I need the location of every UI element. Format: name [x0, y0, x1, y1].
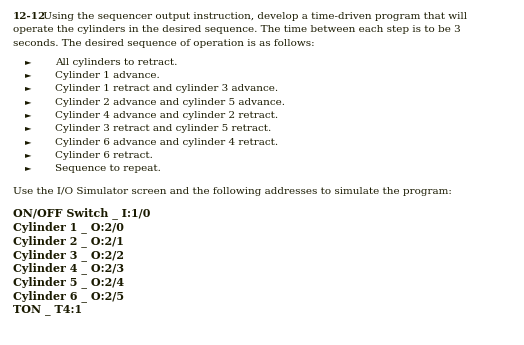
Text: Cylinder 1 advance.: Cylinder 1 advance.: [55, 71, 160, 80]
Text: Cylinder 3 _ O:2/2: Cylinder 3 _ O:2/2: [13, 249, 124, 260]
Text: Cylinder 6 _ O:2/5: Cylinder 6 _ O:2/5: [13, 290, 124, 302]
Text: ►: ►: [25, 124, 31, 132]
Text: ►: ►: [25, 98, 31, 106]
Text: ►: ►: [25, 58, 31, 66]
Text: All cylinders to retract.: All cylinders to retract.: [55, 58, 178, 67]
Text: ►: ►: [25, 164, 31, 172]
Text: Cylinder 5 _ O:2/4: Cylinder 5 _ O:2/4: [13, 276, 124, 288]
Text: Cylinder 3 retract and cylinder 5 retract.: Cylinder 3 retract and cylinder 5 retrac…: [55, 124, 271, 133]
Text: Use the I/O Simulator screen and the following addresses to simulate the program: Use the I/O Simulator screen and the fol…: [13, 187, 452, 196]
Text: ►: ►: [25, 71, 31, 79]
Text: Cylinder 6 advance and cylinder 4 retract.: Cylinder 6 advance and cylinder 4 retrac…: [55, 138, 278, 147]
Text: Cylinder 4 _ O:2/3: Cylinder 4 _ O:2/3: [13, 263, 124, 274]
Text: Cylinder 2 advance and cylinder 5 advance.: Cylinder 2 advance and cylinder 5 advanc…: [55, 98, 285, 107]
Text: TON _ T4:1: TON _ T4:1: [13, 304, 82, 315]
Text: Cylinder 6 retract.: Cylinder 6 retract.: [55, 151, 153, 160]
Text: ON/OFF Switch _ I:1/0: ON/OFF Switch _ I:1/0: [13, 207, 150, 219]
Text: ►: ►: [25, 151, 31, 159]
Text: 12-12: 12-12: [13, 12, 46, 21]
Text: ►: ►: [25, 138, 31, 146]
Text: Cylinder 2 _ O:2/1: Cylinder 2 _ O:2/1: [13, 235, 124, 247]
Text: Cylinder 1 retract and cylinder 3 advance.: Cylinder 1 retract and cylinder 3 advanc…: [55, 85, 278, 93]
Text: Using the sequencer output instruction, develop a time-driven program that will: Using the sequencer output instruction, …: [40, 12, 467, 21]
Text: operate the cylinders in the desired sequence. The time between each step is to : operate the cylinders in the desired seq…: [13, 26, 461, 34]
Text: Cylinder 1 _ O:2/0: Cylinder 1 _ O:2/0: [13, 221, 124, 233]
Text: Sequence to repeat.: Sequence to repeat.: [55, 164, 161, 173]
Text: Cylinder 4 advance and cylinder 2 retract.: Cylinder 4 advance and cylinder 2 retrac…: [55, 111, 278, 120]
Text: ►: ►: [25, 111, 31, 119]
Text: ►: ►: [25, 85, 31, 92]
Text: seconds. The desired sequence of operation is as follows:: seconds. The desired sequence of operati…: [13, 39, 315, 48]
